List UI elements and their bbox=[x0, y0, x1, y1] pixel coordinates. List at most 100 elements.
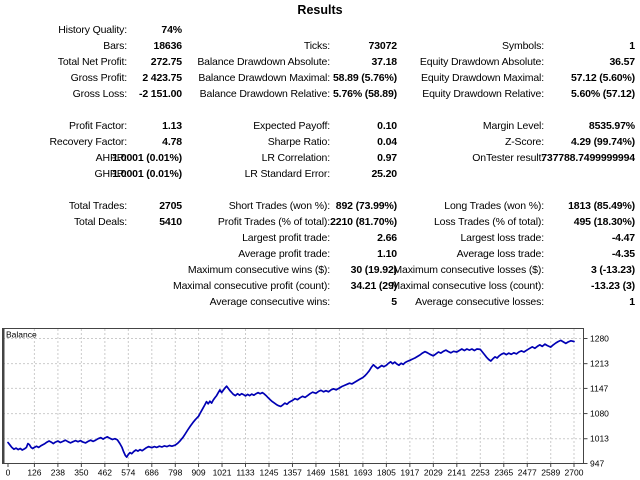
y-tick-label: 1147 bbox=[590, 383, 609, 393]
stat-value-text: 74% bbox=[161, 24, 182, 36]
stat-label: Maximum consecutive wins ($): bbox=[182, 262, 333, 278]
stat-label bbox=[397, 22, 547, 38]
stat-label: Equity Drawdown Relative: bbox=[397, 86, 547, 102]
stat-label-text: Profit Factor: bbox=[69, 120, 127, 132]
stat-value-text: 25.20 bbox=[371, 168, 397, 180]
stat-label-text: Equity Drawdown Maximal: bbox=[420, 72, 544, 84]
stat-label-text: Z-Score: bbox=[504, 136, 544, 148]
stat-label-text: Bars: bbox=[103, 40, 127, 52]
stat-value-text: 5 bbox=[391, 296, 397, 308]
stat-label-text: Sharpe Ratio: bbox=[267, 136, 330, 148]
stat-label-text: Short Trades (won %): bbox=[228, 200, 330, 212]
stat-label: Total Deals: bbox=[0, 214, 130, 230]
x-tick-label: 1021 bbox=[213, 468, 232, 478]
stat-label-text: LR Standard Error: bbox=[244, 168, 331, 180]
stat-label-text: LR Correlation: bbox=[261, 152, 331, 164]
stat-label bbox=[397, 102, 547, 118]
stat-label: Short Trades (won %): bbox=[182, 198, 333, 214]
stat-value: 892 (73.99%) bbox=[333, 198, 397, 214]
stat-value: 1 bbox=[547, 294, 635, 310]
stat-label: Equity Drawdown Maximal: bbox=[397, 70, 547, 86]
stat-label: Profit Factor: bbox=[0, 118, 130, 134]
stat-label-text: AHPR: bbox=[95, 152, 127, 164]
stat-label bbox=[397, 182, 547, 198]
stat-value bbox=[333, 22, 397, 38]
x-tick-label: 1805 bbox=[377, 468, 396, 478]
stat-value-text: 30 (19.92) bbox=[350, 264, 398, 276]
stat-value: 1 bbox=[547, 38, 635, 54]
stat-label bbox=[397, 166, 547, 182]
stat-value bbox=[333, 102, 397, 118]
stat-label: LR Standard Error: bbox=[182, 166, 333, 182]
stat-value: 58.89 (5.76%) bbox=[333, 70, 397, 86]
chart-title: Balance bbox=[6, 330, 37, 340]
x-tick-label: 0 bbox=[6, 468, 11, 478]
stat-label: Sharpe Ratio: bbox=[182, 134, 333, 150]
stat-value: 36.57 bbox=[547, 54, 635, 70]
stat-label-text: Expected Payoff: bbox=[253, 120, 330, 132]
stat-label: Average consecutive losses: bbox=[397, 294, 547, 310]
stat-label: AHPR: bbox=[0, 150, 130, 166]
stat-label bbox=[0, 294, 130, 310]
stat-label-text: Largest profit trade: bbox=[242, 232, 330, 244]
stat-value-text: 5.76% (58.89) bbox=[332, 88, 397, 100]
x-tick-label: 462 bbox=[98, 468, 112, 478]
stat-label bbox=[182, 182, 333, 198]
stat-value-text: 18636 bbox=[153, 40, 183, 52]
stat-value-text: 8535.97% bbox=[588, 120, 635, 132]
stat-value: 57.12 (5.60%) bbox=[547, 70, 635, 86]
stat-value-text: -4.47 bbox=[611, 232, 635, 244]
stat-value: 2 423.75 bbox=[130, 70, 182, 86]
x-tick-label: 2700 bbox=[565, 468, 584, 478]
stat-label: History Quality: bbox=[0, 22, 130, 38]
stat-label-text: Long Trades (won %): bbox=[444, 200, 544, 212]
stat-label: Symbols: bbox=[397, 38, 547, 54]
stat-value: 37.18 bbox=[333, 54, 397, 70]
stat-label-text: Balance Drawdown Absolute: bbox=[197, 56, 330, 68]
stat-value: 1.0001 (0.01%) bbox=[112, 150, 182, 166]
stat-value-text: 892 (73.99%) bbox=[335, 200, 397, 212]
stat-label-text: Average consecutive losses: bbox=[415, 296, 544, 308]
stat-value-text: 495 (18.30%) bbox=[573, 216, 635, 228]
stat-label: GHPR: bbox=[0, 166, 130, 182]
x-tick-label: 2141 bbox=[447, 468, 466, 478]
stat-label-text: Average consecutive wins: bbox=[209, 296, 331, 308]
stat-value: 3 (-13.23) bbox=[547, 262, 635, 278]
x-tick-label: 1357 bbox=[283, 468, 302, 478]
stat-value: -2 151.00 bbox=[130, 86, 182, 102]
stat-value: 0.10 bbox=[333, 118, 397, 134]
stat-label bbox=[0, 230, 130, 246]
results-table: History Quality: 74% Bars: 18636 Ticks: 73072… bbox=[0, 22, 635, 310]
stat-label-text: Gross Profit: bbox=[70, 72, 128, 84]
stat-label-text: Symbols: bbox=[502, 40, 544, 52]
stat-label: OnTester result: bbox=[397, 150, 547, 166]
stat-label: Total Net Profit: bbox=[0, 54, 130, 70]
stat-value: 73072 bbox=[333, 38, 398, 54]
stat-label: Maximal consecutive loss (count): bbox=[391, 278, 547, 294]
stat-value: 0.97 bbox=[333, 150, 397, 166]
page-title: Results bbox=[297, 3, 343, 17]
stat-value bbox=[547, 102, 635, 118]
stat-value-text: 2 423.75 bbox=[142, 72, 182, 84]
stat-value: 1813 (85.49%) bbox=[547, 198, 635, 214]
x-tick-label: 686 bbox=[145, 468, 159, 478]
stat-value-text: 1.0001 (0.01%) bbox=[112, 168, 182, 180]
stat-label bbox=[182, 22, 333, 38]
stat-value: 30 (19.92) bbox=[333, 262, 398, 278]
stat-value: 4.78 bbox=[130, 134, 182, 150]
y-tick-label: 1080 bbox=[590, 409, 609, 419]
stat-value: 34.21 (29) bbox=[333, 278, 398, 294]
stat-value: -13.23 (3) bbox=[547, 278, 635, 294]
stat-label: Gross Profit: bbox=[0, 70, 130, 86]
stat-label: Long Trades (won %): bbox=[397, 198, 547, 214]
stat-label: Maximum consecutive losses ($): bbox=[393, 262, 547, 278]
stat-value: 2705 bbox=[130, 198, 182, 214]
stat-value-text: 1.10 bbox=[377, 248, 397, 260]
balance-chart: 1280 1213 1147 1080 1013 947 0 126 238 350 462 574 6… bbox=[2, 328, 638, 478]
stat-value bbox=[547, 182, 635, 198]
x-tick-label: 574 bbox=[121, 468, 135, 478]
stat-label-text: History Quality: bbox=[58, 24, 127, 36]
stat-value: 495 (18.30%) bbox=[547, 214, 635, 230]
stat-value: 1.0001 (0.01%) bbox=[112, 166, 182, 182]
x-tick-label: 2477 bbox=[518, 468, 537, 478]
